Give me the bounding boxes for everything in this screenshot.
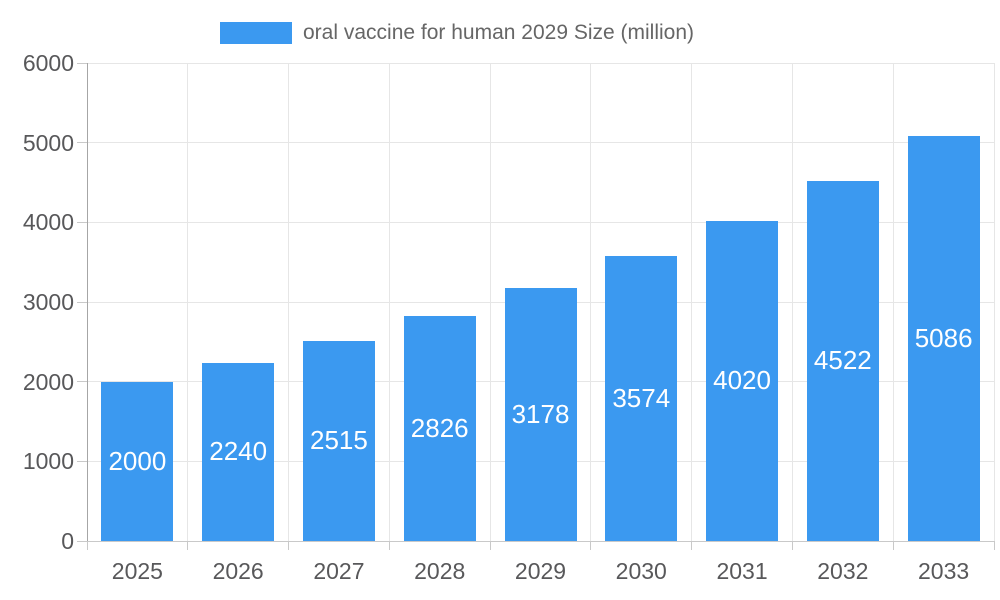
v-gridline [489,63,491,541]
bar-2030[interactable]: 3574 [605,256,678,541]
x-tick-mark [993,541,995,550]
bar-value-label: 4020 [713,365,771,396]
x-tick-mark [791,541,793,550]
bar-value-label: 5086 [914,322,973,353]
bar-value-label: 4522 [813,345,872,376]
bar-2033[interactable]: 5086 [907,135,980,541]
v-gridline [791,63,793,541]
v-gridline [590,63,592,541]
x-tick-label: 2025 [111,558,163,584]
x-tick-label: 2033 [918,558,970,584]
x-tick-mark [489,541,491,550]
v-gridline [288,63,290,541]
legend[interactable]: oral vaccine for human 2029 Size (millio… [220,21,694,45]
x-tick-label: 2029 [514,558,567,584]
y-axis-line [86,63,88,541]
y-tick-label: 0 [61,528,74,554]
x-tick-label: 2027 [313,558,365,584]
h-gridline [87,221,994,223]
v-gridline [892,63,894,541]
v-gridline [388,63,390,541]
x-tick-label: 2028 [414,558,466,584]
y-tick-label: 6000 [22,50,74,76]
x-tick-mark [892,541,894,550]
x-tick-label: 2032 [817,558,869,584]
v-gridline [993,63,995,541]
x-tick-mark [288,541,290,550]
x-tick-mark [187,541,189,550]
y-tick-mark [77,540,87,542]
y-tick-label: 1000 [22,448,74,475]
legend-swatch [220,22,292,44]
x-tick-label: 2030 [615,558,667,584]
y-tick-mark [77,460,87,462]
h-gridline [87,142,994,144]
legend-label: oral vaccine for human 2029 Size (millio… [303,21,695,44]
y-tick-label: 3000 [22,289,74,315]
y-tick-label: 5000 [22,129,74,156]
bar-2028[interactable]: 2826 [403,315,476,541]
h-gridline [87,62,994,64]
y-tick-label: 2000 [22,368,74,395]
x-tick-mark [388,541,390,550]
x-tick-mark [590,541,592,550]
y-tick-mark [77,301,87,303]
bar-value-label: 2240 [209,436,268,467]
x-axis-line [87,540,994,542]
bar-2031[interactable]: 4020 [706,220,779,541]
v-gridline [187,63,189,541]
y-tick-mark [77,381,87,383]
x-tick-label: 2026 [212,558,264,584]
y-tick-mark [77,142,87,144]
bar-value-label: 3574 [612,383,671,414]
bar-2025[interactable]: 2000 [101,381,174,541]
x-tick-mark [86,541,88,550]
bar-2027[interactable]: 2515 [302,340,375,541]
y-tick-mark [77,62,87,64]
y-tick-mark [77,221,87,223]
bar-value-label: 2000 [108,445,167,476]
bar-2029[interactable]: 3178 [504,287,577,541]
bar-2026[interactable]: 2240 [202,362,275,541]
bar-value-label: 3178 [511,398,570,429]
x-tick-label: 2031 [716,558,768,584]
bar-2032[interactable]: 4522 [806,180,879,541]
bar-value-label: 2515 [310,425,368,456]
v-gridline [691,63,693,541]
x-tick-mark [691,541,693,550]
y-tick-label: 4000 [22,209,74,236]
bar-value-label: 2826 [410,412,469,443]
